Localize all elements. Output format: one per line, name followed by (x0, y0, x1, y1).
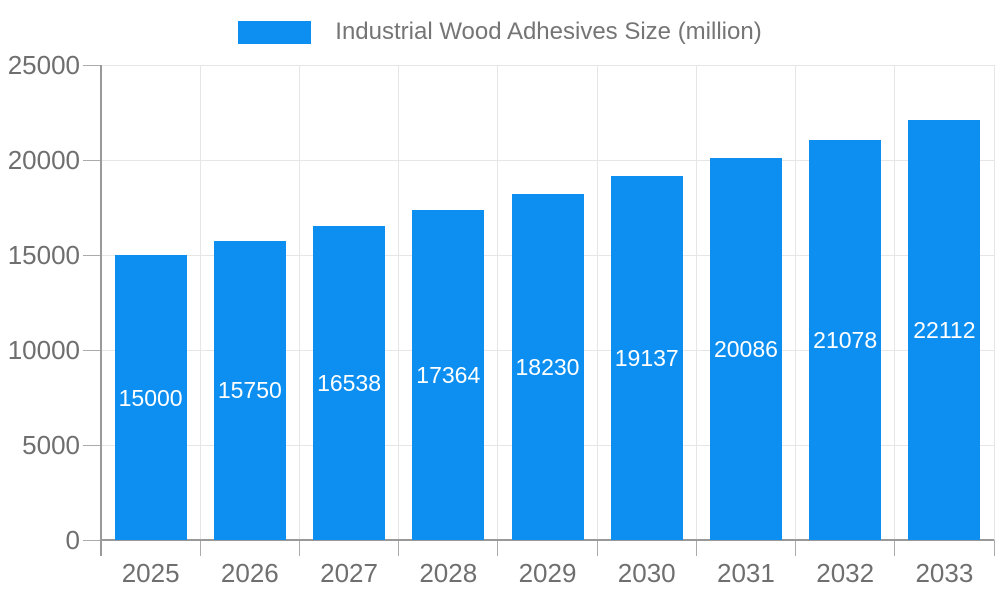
y-tick-label: 15000 (7, 240, 80, 270)
bar-value-label: 15750 (217, 377, 282, 404)
bar-value-label: 15000 (118, 384, 183, 411)
x-tick-mark (497, 540, 499, 556)
bar (313, 225, 386, 540)
gridline-v (398, 65, 400, 540)
bar (809, 139, 882, 540)
y-tick-mark (83, 159, 101, 161)
bar-value-label: 20086 (713, 336, 778, 363)
y-tick-label: 10000 (7, 335, 80, 365)
x-tick-mark (298, 540, 300, 556)
y-tick-label: 20000 (7, 145, 80, 175)
gridline-h (101, 159, 994, 161)
x-tick-label: 2027 (320, 558, 378, 588)
x-tick-label: 2025 (121, 558, 180, 588)
x-tick-mark (695, 540, 697, 556)
bar-value-label: 21078 (813, 326, 878, 353)
y-axis-line (100, 65, 102, 556)
bar (114, 255, 187, 540)
x-axis-line (101, 539, 994, 541)
x-tick-mark (894, 540, 896, 556)
y-tick-mark (83, 254, 101, 256)
x-tick-mark (993, 540, 995, 556)
gridline-h (101, 64, 994, 66)
legend-item[interactable]: Industrial Wood Adhesives Size (million) (238, 18, 762, 46)
gridline-v (298, 65, 300, 540)
x-tick-label: 2030 (617, 558, 676, 588)
x-tick-label: 2033 (915, 558, 974, 588)
gridline-v (894, 65, 896, 540)
bar-value-label: 18230 (515, 353, 580, 380)
y-tick-label: 25000 (7, 50, 80, 80)
x-tick-mark (596, 540, 598, 556)
bar (709, 158, 782, 540)
bar (412, 210, 485, 540)
bar-value-label: 17364 (416, 362, 481, 389)
gridline-v (695, 65, 697, 540)
gridline-v (199, 65, 201, 540)
gridline-v (993, 65, 995, 540)
y-tick-label: 5000 (22, 430, 80, 460)
y-tick-label: 0 (65, 525, 80, 555)
bar (610, 176, 683, 540)
bar (213, 240, 286, 540)
x-tick-label: 2032 (816, 558, 875, 588)
bar-value-label: 16538 (317, 369, 382, 396)
y-tick-mark (83, 539, 101, 541)
bar (908, 119, 981, 540)
gridline-v (795, 65, 797, 540)
y-tick-mark (83, 64, 101, 66)
x-tick-label: 2029 (518, 558, 577, 588)
x-tick-mark (199, 540, 201, 556)
y-tick-mark (83, 349, 101, 351)
bar-value-label: 19137 (614, 345, 679, 372)
x-tick-label: 2028 (419, 558, 478, 588)
x-tick-label: 2031 (717, 558, 775, 588)
legend-label: Industrial Wood Adhesives Size (million) (335, 18, 762, 45)
y-tick-mark (83, 444, 101, 446)
gridline-v (596, 65, 598, 540)
x-tick-label: 2026 (220, 558, 279, 588)
x-tick-mark (398, 540, 400, 556)
legend-swatch-icon (238, 20, 312, 44)
x-tick-mark (795, 540, 797, 556)
gridline-v (497, 65, 499, 540)
bar (511, 193, 584, 540)
bar-value-label: 22112 (913, 316, 976, 343)
legend: Industrial Wood Adhesives Size (million) (0, 18, 1000, 46)
